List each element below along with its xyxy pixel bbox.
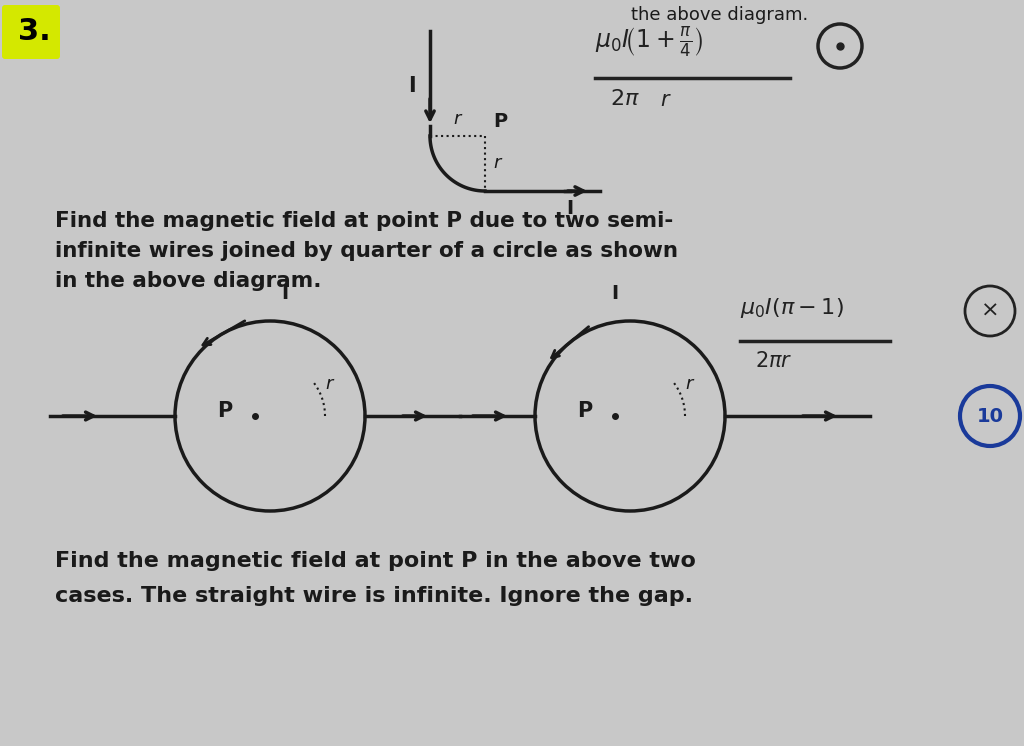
Text: I: I (409, 76, 416, 96)
Text: $2\pi r$: $2\pi r$ (755, 351, 793, 371)
Text: r: r (685, 375, 692, 393)
Text: Find the magnetic field at point P in the above two: Find the magnetic field at point P in th… (55, 551, 696, 571)
Text: r: r (454, 110, 461, 128)
Text: r: r (493, 154, 501, 172)
FancyBboxPatch shape (2, 5, 60, 59)
Text: $\mu_0 I\!\left(1+\frac{\pi}{4}\right)$: $\mu_0 I\!\left(1+\frac{\pi}{4}\right)$ (595, 26, 702, 60)
Text: I: I (282, 284, 289, 303)
Text: cases. The straight wire is infinite. Ignore the gap.: cases. The straight wire is infinite. Ig… (55, 586, 693, 606)
Text: Find the magnetic field at point P due to two semi-: Find the magnetic field at point P due t… (55, 211, 673, 231)
Text: I: I (611, 284, 618, 303)
Text: the above diagram.: the above diagram. (632, 6, 809, 24)
Text: r: r (325, 375, 333, 393)
Text: 10: 10 (977, 407, 1004, 425)
Text: P: P (493, 112, 507, 131)
Text: 3.: 3. (18, 17, 51, 46)
Text: $2\pi$: $2\pi$ (610, 88, 640, 110)
Text: infinite wires joined by quarter of a circle as shown: infinite wires joined by quarter of a ci… (55, 241, 678, 261)
Text: $\mu_0 I(\pi-1)$: $\mu_0 I(\pi-1)$ (740, 296, 844, 320)
Text: P: P (578, 401, 593, 421)
Text: ×: × (981, 301, 999, 321)
Text: in the above diagram.: in the above diagram. (55, 271, 322, 291)
Text: P: P (217, 401, 232, 421)
Text: $r$: $r$ (660, 91, 672, 110)
Text: I: I (566, 199, 573, 219)
